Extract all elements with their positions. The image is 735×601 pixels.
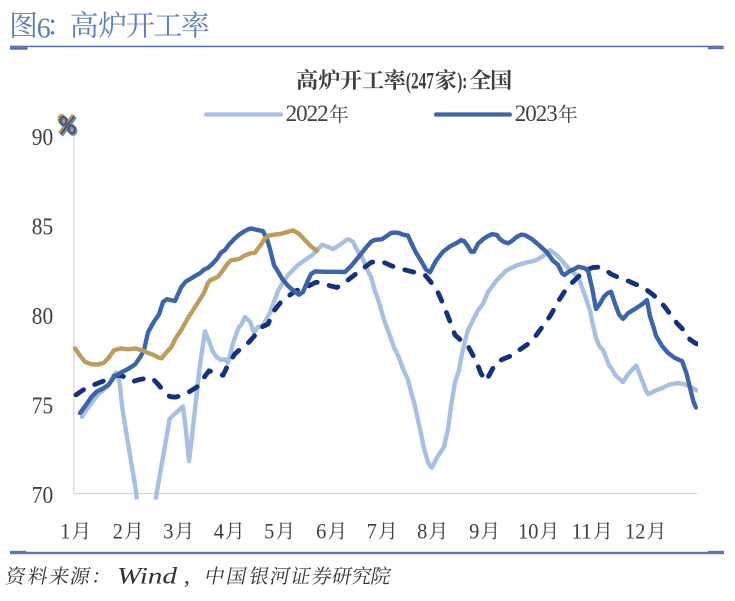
svg-text:7: 7 — [367, 518, 377, 543]
svg-text:Wind: Wind — [117, 564, 178, 589]
svg-text:5: 5 — [264, 518, 274, 543]
svg-text:10: 10 — [518, 518, 538, 543]
svg-text:8: 8 — [417, 518, 427, 543]
svg-text:2023: 2023 — [515, 101, 558, 126]
svg-text:70: 70 — [32, 482, 53, 509]
svg-text:1: 1 — [60, 518, 70, 543]
svg-text:9: 9 — [469, 518, 479, 543]
svg-text:3: 3 — [163, 518, 173, 543]
svg-text:90: 90 — [32, 124, 53, 151]
svg-text:12: 12 — [625, 518, 645, 543]
svg-text:11: 11 — [572, 518, 592, 543]
svg-text:85: 85 — [32, 214, 53, 241]
svg-text:4: 4 — [214, 518, 224, 543]
svg-text:2022: 2022 — [286, 101, 329, 126]
svg-text:(247: (247 — [406, 70, 434, 95]
svg-text:,: , — [184, 564, 190, 589]
svg-text:80: 80 — [32, 303, 53, 330]
svg-text:2: 2 — [113, 518, 123, 543]
svg-text:):: ): — [457, 70, 467, 95]
svg-text:6: 6 — [316, 518, 326, 543]
svg-text:6: 6 — [37, 13, 51, 44]
svg-text:75: 75 — [32, 393, 53, 420]
